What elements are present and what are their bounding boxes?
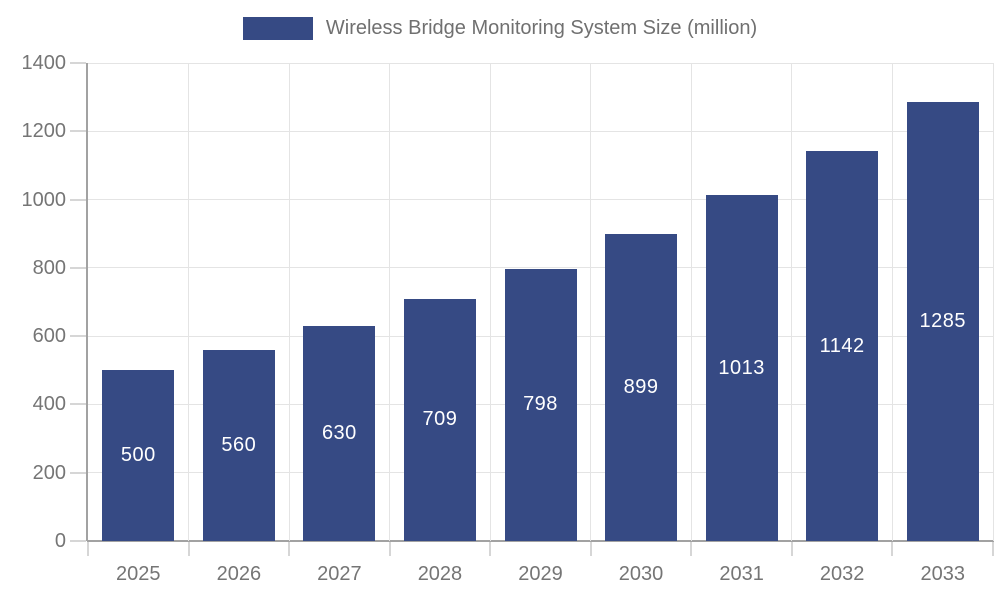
- bar: 630: [303, 325, 376, 541]
- y-tick-label: 1200: [21, 120, 67, 143]
- bar-value-label: 1142: [819, 334, 865, 357]
- x-tick-label: 2031: [719, 563, 764, 585]
- v-gridline: [891, 63, 893, 541]
- bar: 798: [504, 268, 577, 541]
- y-tick-label: 400: [32, 393, 66, 416]
- y-axis-tick: [70, 198, 86, 201]
- v-gridline: [590, 63, 592, 541]
- x-axis-tick: [790, 542, 793, 556]
- y-axis-tick: [70, 403, 86, 406]
- x-tick-label: 2027: [317, 563, 362, 585]
- x-tick-label: 2026: [216, 563, 262, 585]
- x-axis-line: [87, 540, 994, 542]
- y-tick-label: 1400: [21, 52, 67, 74]
- y-axis-tick: [70, 335, 86, 338]
- x-axis-tick: [288, 542, 291, 556]
- x-axis-tick: [489, 542, 492, 556]
- bar: 1013: [705, 195, 778, 541]
- y-tick-label: 0: [54, 530, 66, 552]
- x-axis-tick: [388, 542, 391, 556]
- bar-value-label: 1013: [718, 356, 765, 379]
- v-gridline: [791, 63, 793, 541]
- x-tick-label: 2033: [920, 563, 965, 585]
- v-gridline: [690, 63, 692, 541]
- plot-area: 500 560 630 709 798 899 1013 1142 1285: [88, 62, 994, 541]
- v-gridline: [188, 63, 190, 541]
- x-axis-tick: [690, 542, 693, 556]
- y-axis-tick: [70, 62, 86, 64]
- v-gridline: [288, 63, 290, 541]
- bar-value-label: 1285: [919, 310, 966, 333]
- bar: 500: [102, 370, 175, 541]
- bar-value-label: 560: [221, 433, 257, 456]
- h-gridline: [88, 267, 993, 269]
- bar: 709: [403, 298, 476, 541]
- y-axis-tick: [70, 130, 86, 133]
- x-axis-tick: [87, 542, 89, 556]
- bar-value-label: 899: [623, 376, 659, 399]
- bar: 560: [202, 349, 275, 541]
- bar: 1285: [906, 102, 979, 541]
- v-gridline: [489, 63, 491, 541]
- h-gridline: [88, 199, 993, 201]
- x-tick-label: 2025: [116, 563, 161, 585]
- bar-value-label: 709: [422, 408, 458, 431]
- bar-value-label: 798: [523, 393, 558, 416]
- x-axis-tick: [589, 542, 592, 556]
- y-tick-label: 600: [32, 325, 66, 348]
- chart-title: Wireless Bridge Monitoring System Size (…: [325, 17, 758, 39]
- legend: Wireless Bridge Monitoring System Size (…: [0, 17, 1000, 40]
- x-axis-tick: [992, 542, 994, 556]
- y-tick-label: 200: [32, 461, 66, 484]
- y-tick-label: 800: [32, 256, 66, 279]
- x-tick-label: 2029: [518, 563, 563, 585]
- y-axis-line: [86, 63, 88, 541]
- h-gridline: [88, 130, 993, 132]
- v-gridline: [389, 63, 391, 541]
- bar-value-label: 630: [321, 421, 357, 444]
- x-tick-label: 2030: [618, 563, 664, 585]
- x-axis-tick: [891, 542, 894, 556]
- y-tick-label: 1000: [21, 188, 67, 211]
- x-tick-label: 2028: [417, 563, 463, 585]
- bar: 1142: [806, 151, 879, 541]
- v-gridline: [992, 63, 994, 541]
- bar-value-label: 500: [120, 444, 156, 467]
- x-axis-tick: [187, 542, 190, 556]
- legend-swatch: [242, 17, 313, 40]
- y-axis-tick: [70, 266, 86, 269]
- h-gridline: [88, 62, 993, 64]
- x-tick-label: 2032: [819, 563, 865, 585]
- y-axis-tick: [70, 471, 86, 474]
- y-axis-tick: [70, 540, 86, 542]
- bar: 899: [605, 234, 678, 541]
